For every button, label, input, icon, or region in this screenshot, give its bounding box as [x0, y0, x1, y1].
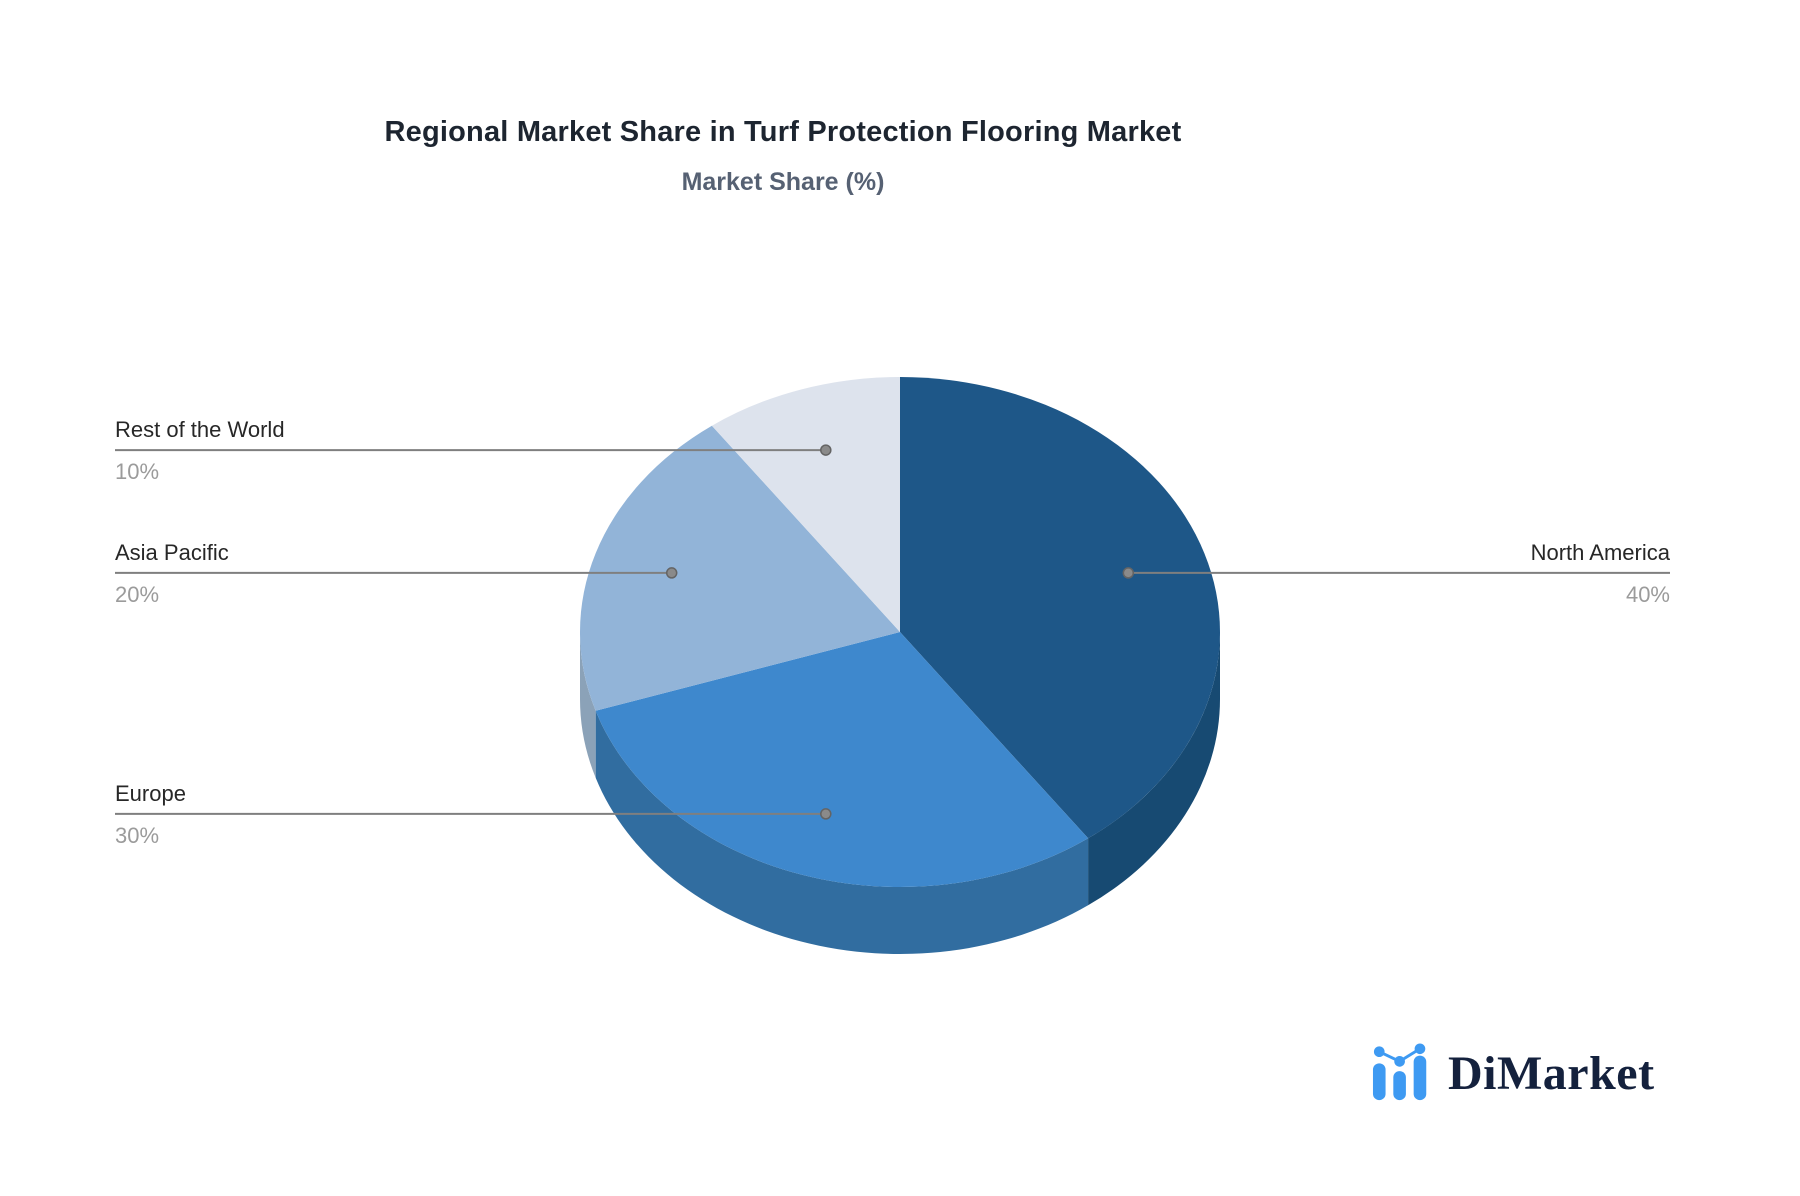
pie-slice-side-europe — [595, 710, 1089, 955]
pie-slice-rest-of-the-world[interactable] — [711, 377, 900, 632]
leader-dot-north-america — [1122, 567, 1135, 579]
slice-percent-asia-pacific: 20% — [115, 581, 160, 607]
pie-slice-side-north-america — [1088, 632, 1220, 906]
slice-label-rest-of-the-world: Rest of the World — [115, 417, 285, 443]
pie-slice-asia-pacific[interactable] — [579, 425, 900, 711]
chart-title: Regional Market Share in Turf Protection… — [384, 116, 1182, 148]
dimarket-logo-text: DiMarket — [1448, 1046, 1655, 1100]
slice-percent-north-america: 40% — [1625, 581, 1670, 607]
pie-side-walls — [580, 632, 1220, 955]
pie-top-faces — [579, 377, 1220, 888]
leader-dot-asia-pacific — [665, 567, 678, 579]
slice-percent-europe: 30% — [115, 822, 160, 848]
slice-percent-rest-of-the-world: 10% — [115, 459, 160, 485]
pie-slice-side-asia-pacific — [580, 632, 596, 778]
slice-label-asia-pacific: Asia Pacific — [115, 539, 229, 565]
dimarket-logo: DiMarket — [1372, 1038, 1655, 1108]
leader-dot-rest-of-the-world — [820, 444, 832, 456]
pie-slice-europe[interactable] — [595, 632, 1089, 888]
leader-dot-europe — [820, 808, 832, 820]
dimarket-logo-icon — [1372, 1043, 1427, 1101]
pie-slice-north-america[interactable] — [900, 377, 1220, 839]
slice-label-europe: Europe — [115, 780, 186, 806]
chart-subtitle: Market Share (%) — [681, 168, 885, 196]
slice-label-north-america: North America — [1530, 539, 1670, 565]
leader-lines — [115, 444, 1670, 820]
